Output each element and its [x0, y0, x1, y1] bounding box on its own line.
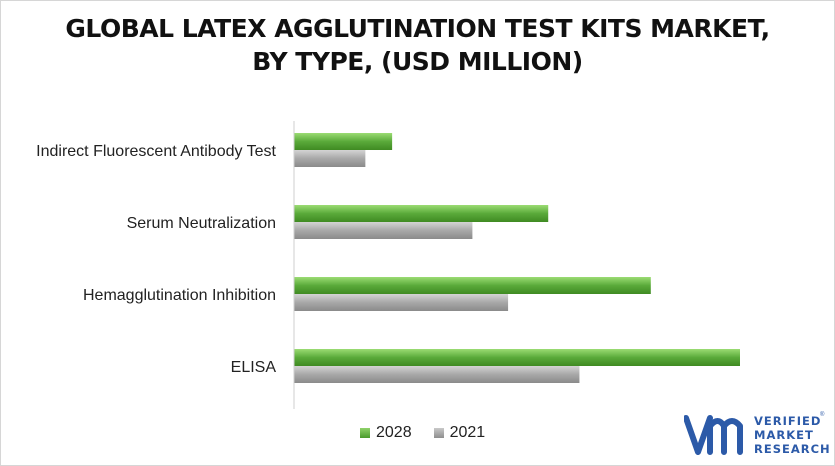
legend-label-2028: 2028 — [376, 424, 412, 441]
verified-market-research-logo: VERIFIED MARKET RESEARCH ® — [683, 412, 831, 462]
logo-text: VERIFIED MARKET RESEARCH — [754, 414, 831, 456]
logo-line-3: RESEARCH — [754, 442, 831, 456]
bar-2021-3 — [294, 366, 580, 383]
legend: 2028 2021 — [360, 424, 485, 442]
logo-line-1: VERIFIED — [754, 414, 822, 428]
vmr-logo-mark-icon — [683, 415, 743, 455]
bar-2028-3 — [294, 349, 740, 366]
category-labels-group: Indirect Fluorescent Antibody Test Serum … — [36, 143, 276, 376]
category-label-2: Hemagglutination Inhibition — [83, 287, 276, 304]
bar-2028-2 — [294, 277, 651, 294]
legend-label-2021: 2021 — [449, 424, 486, 441]
bar-2021-0 — [294, 150, 366, 167]
bar-2021-2 — [294, 294, 509, 311]
bars-group — [294, 133, 740, 383]
logo-trademark: ® — [820, 412, 825, 418]
chart-title: GLOBAL LATEX AGGLUTINATION TEST KITS MAR… — [0, 12, 835, 78]
category-label-3: ELISA — [231, 359, 277, 376]
bar-2028-1 — [294, 205, 549, 222]
bar-2028-0 — [294, 133, 393, 150]
legend-item-2028: 2028 — [360, 424, 412, 442]
legend-swatch-2021 — [433, 428, 444, 438]
legend-swatch-2028 — [360, 428, 370, 438]
chart-title-line-1: GLOBAL LATEX AGGLUTINATION TEST KITS MAR… — [65, 14, 770, 43]
legend-item-2021: 2021 — [433, 424, 486, 442]
logo-line-2: MARKET — [754, 428, 814, 442]
category-label-1: Serum Neutralization — [127, 215, 276, 232]
bar-2021-1 — [294, 222, 473, 239]
category-label-0: Indirect Fluorescent Antibody Test — [36, 143, 276, 160]
chart-title-line-2: BY TYPE, (USD MILLION) — [252, 47, 583, 76]
